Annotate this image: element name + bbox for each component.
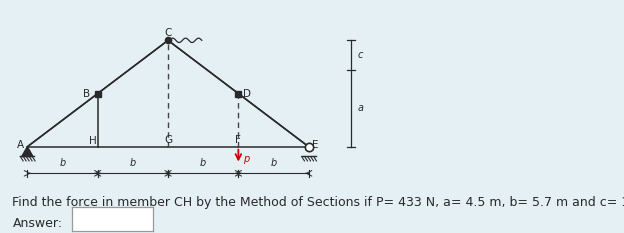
Text: D: D <box>243 89 251 99</box>
Text: a: a <box>358 103 364 113</box>
Text: b: b <box>59 158 66 168</box>
Text: C: C <box>164 28 172 38</box>
Text: F: F <box>235 135 241 145</box>
Text: b: b <box>270 158 276 168</box>
Text: Find the force in member CH by the Method of Sections if P= 433 N, a= 4.5 m, b= : Find the force in member CH by the Metho… <box>12 196 624 209</box>
Text: E: E <box>313 140 319 150</box>
Text: c: c <box>358 50 363 60</box>
Text: p: p <box>243 154 250 164</box>
Polygon shape <box>22 147 33 157</box>
Text: G: G <box>164 135 172 145</box>
Text: b: b <box>130 158 136 168</box>
Text: A: A <box>17 140 24 150</box>
Text: b: b <box>200 158 207 168</box>
Text: H: H <box>89 136 97 146</box>
Text: Answer:: Answer: <box>12 217 62 230</box>
Text: B: B <box>83 89 90 99</box>
